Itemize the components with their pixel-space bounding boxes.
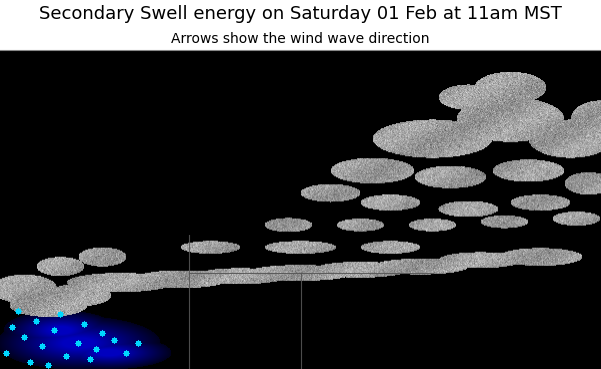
Text: Secondary Swell energy on Saturday 01 Feb at 11am MST: Secondary Swell energy on Saturday 01 Fe… <box>39 5 562 23</box>
Text: Arrows show the wind wave direction: Arrows show the wind wave direction <box>171 32 430 46</box>
